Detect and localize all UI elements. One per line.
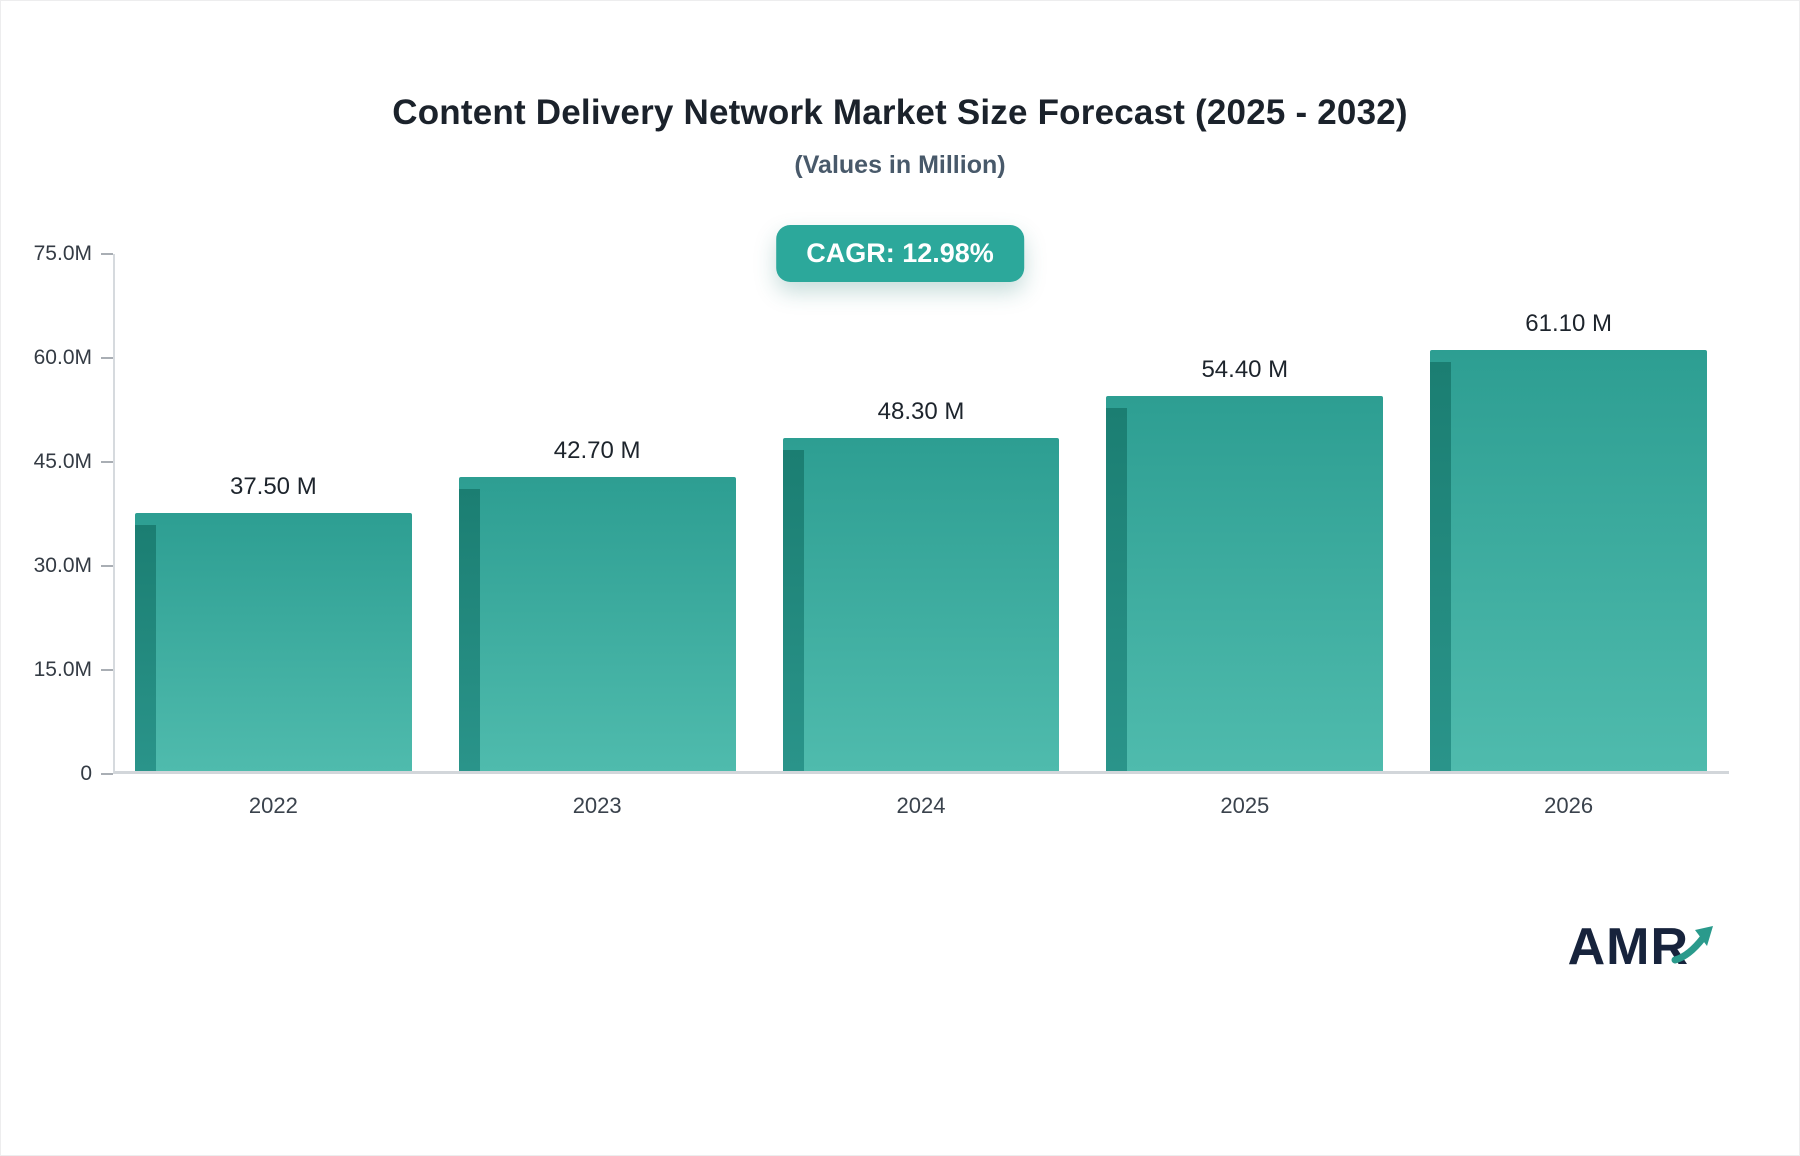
y-tick-mark	[101, 565, 113, 567]
plot-area: 37.50 M 2022 42.70 M 2023 48.30 M 2024 54.40 M…	[113, 254, 1729, 818]
y-tick-mark	[101, 669, 113, 671]
x-axis-label: 2023	[572, 793, 622, 818]
x-axis-label: 2025	[1220, 793, 1270, 818]
y-tick-label: 15.0M	[34, 658, 113, 682]
y-tick-label: 30.0M	[34, 554, 113, 578]
bar-2023: 42.70 M	[458, 437, 736, 771]
bar-2026: 61.10 M	[1430, 310, 1707, 771]
bar-value-label: 54.40 M	[1201, 356, 1289, 384]
bar-group-2026: 61.10 M 2026	[1430, 254, 1707, 818]
cagr-badge: CAGR: 12.98%	[776, 225, 1024, 282]
bar-group-2025: 54.40 M 2025	[1106, 254, 1384, 818]
bar-group-2023: 42.70 M 2023	[458, 254, 736, 818]
amr-logo-text: AMR	[1567, 918, 1689, 976]
amr-logo: AMR	[1568, 917, 1721, 977]
chart-subtitle: (Values in Million)	[794, 151, 1006, 179]
bar-2024: 48.30 M	[782, 398, 1060, 771]
y-tick-mark	[101, 253, 113, 255]
y-tick-text: 0	[80, 762, 92, 785]
y-tick-label: 45.0M	[34, 450, 113, 474]
bar-value-label: 61.10 M	[1525, 309, 1612, 337]
bar-side-shade	[458, 488, 480, 771]
cagr-badge-label: CAGR: 12.98%	[806, 238, 994, 268]
y-tick-text: 60.0M	[33, 346, 92, 369]
y-tick-mark	[101, 461, 113, 463]
bar-group-2024: 48.30 M 2024	[782, 254, 1060, 818]
logo-arrow-icon	[1671, 926, 1713, 964]
y-tick-label: 75.0M	[34, 242, 113, 266]
bar-side-shade	[1430, 361, 1452, 771]
y-tick-mark	[101, 357, 113, 359]
y-axis: 75.0M 60.0M 45.0M 30.0M 15.0M 0	[29, 242, 113, 785]
bar-chart: 75.0M 60.0M 45.0M 30.0M 15.0M 0 37.50 M 2022 42…	[29, 242, 1729, 818]
bar-value-label: 42.70 M	[553, 436, 641, 464]
x-axis-label: 2022	[248, 793, 298, 818]
y-tick-mark	[101, 773, 113, 775]
bar-group-2022: 37.50 M 2022	[135, 254, 412, 818]
bar-side-shade	[782, 450, 804, 771]
bar-value-label: 48.30 M	[877, 398, 965, 426]
bar-side-shade	[135, 524, 156, 771]
y-tick-text: 30.0M	[33, 554, 92, 577]
bar-value-label: 37.50 M	[229, 472, 317, 500]
y-tick-text: 15.0M	[33, 658, 92, 681]
x-axis-label: 2024	[896, 793, 946, 818]
chart-header: Content Delivery Network Market Size For…	[1, 1, 1799, 180]
bar-2025: 54.40 M	[1106, 356, 1384, 771]
y-tick-label: 60.0M	[34, 346, 113, 370]
y-tick-text: 45.0M	[33, 450, 92, 473]
y-tick-label: 0	[80, 762, 113, 786]
bar-2022: 37.50 M	[135, 473, 412, 771]
chart-title: Content Delivery Network Market Size For…	[392, 93, 1408, 132]
bar-side-shade	[1106, 408, 1128, 771]
y-tick-text: 75.0M	[33, 242, 92, 265]
x-axis-label: 2026	[1544, 793, 1594, 818]
